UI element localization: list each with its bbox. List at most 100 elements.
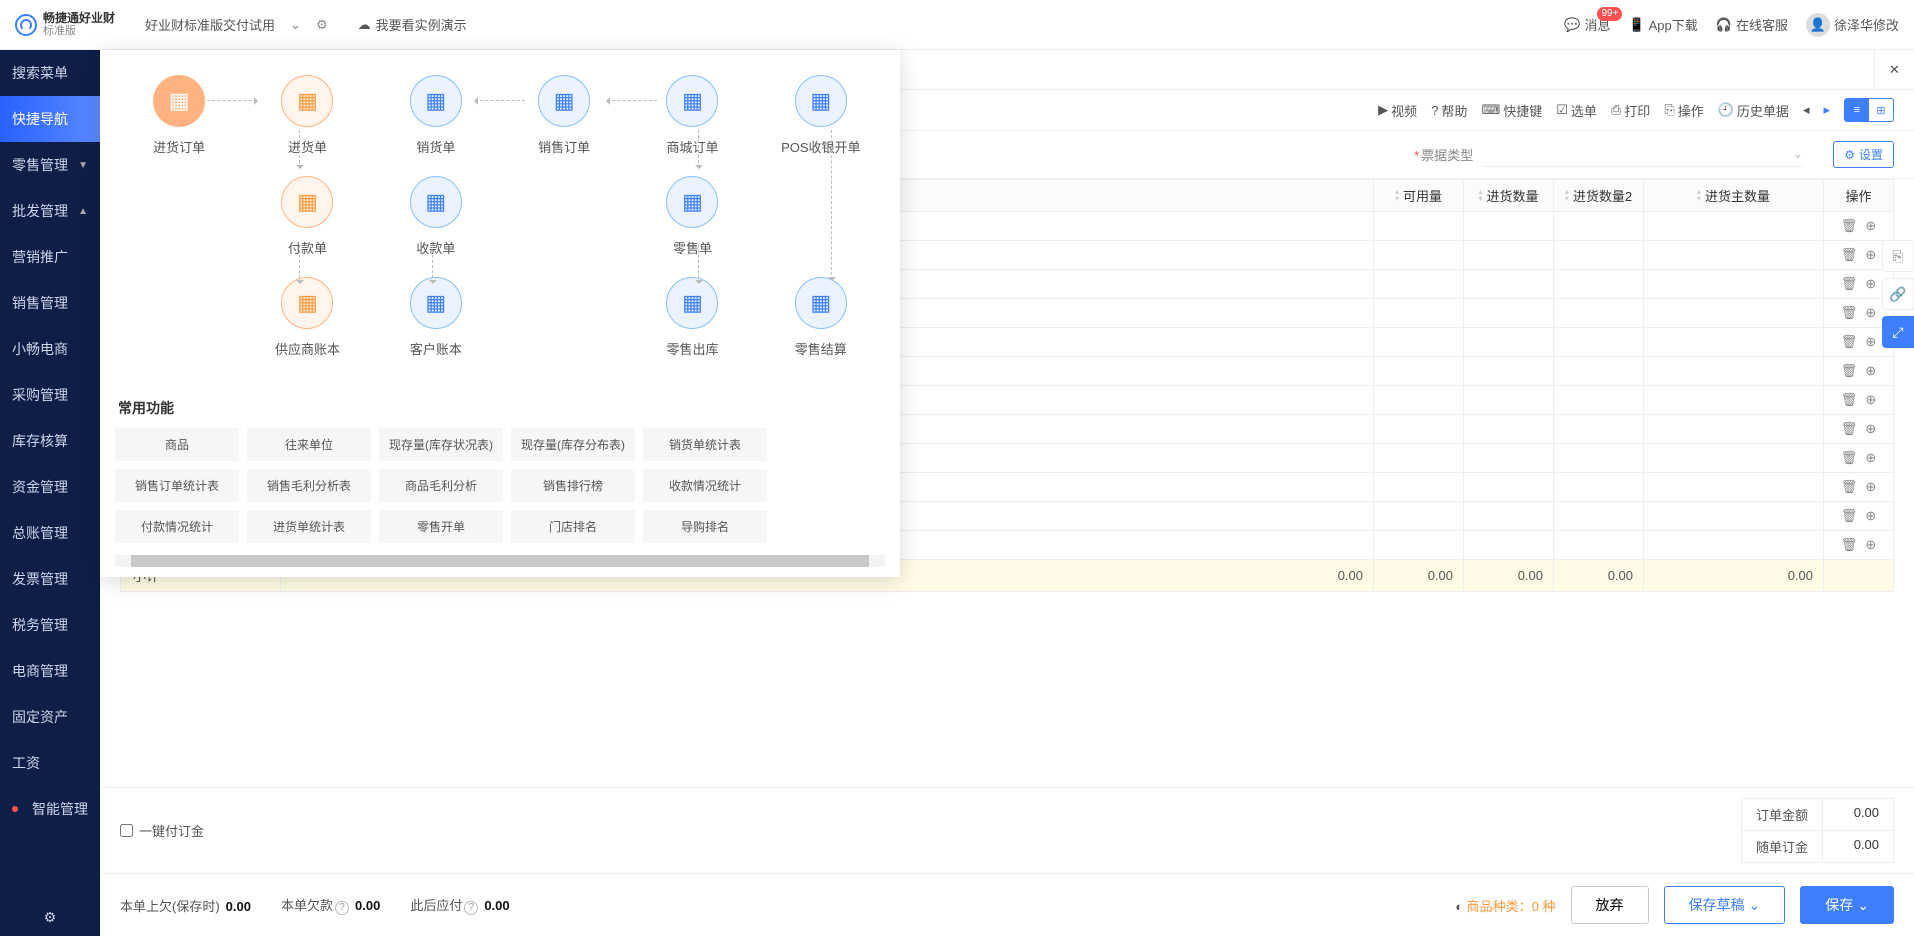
flow-node[interactable]: ▦ bbox=[666, 75, 718, 127]
sidebar-item[interactable]: 智能管理 bbox=[0, 786, 100, 832]
view-toggle[interactable]: ≡⊞ bbox=[1844, 98, 1894, 122]
col-header[interactable]: ▴▾进货数量2 bbox=[1554, 180, 1644, 212]
float-btn-1[interactable]: ⎘ bbox=[1882, 240, 1914, 272]
toolbar-item[interactable]: ☑选单 bbox=[1556, 101, 1597, 120]
delete-icon[interactable]: 🗑 bbox=[1841, 421, 1858, 437]
add-icon[interactable]: ⊕ bbox=[1865, 276, 1876, 292]
add-icon[interactable]: ⊕ bbox=[1865, 421, 1876, 437]
sidebar-item[interactable]: 工资 bbox=[0, 740, 100, 786]
sidebar-item[interactable]: 库存核算 bbox=[0, 418, 100, 464]
delete-icon[interactable]: 🗑 bbox=[1841, 479, 1858, 495]
bill-type-select[interactable]: ⌄ bbox=[1483, 142, 1803, 167]
sidebar-item[interactable]: 营销推广 bbox=[0, 234, 100, 280]
flow-node[interactable]: ▦ bbox=[153, 75, 205, 127]
delete-icon[interactable]: 🗑 bbox=[1841, 450, 1858, 466]
chip[interactable]: 门店排名 bbox=[511, 510, 635, 543]
next-icon[interactable]: ▸ bbox=[1823, 102, 1830, 118]
add-icon[interactable]: ⊕ bbox=[1865, 479, 1876, 495]
delete-icon[interactable]: 🗑 bbox=[1841, 247, 1858, 263]
add-icon[interactable]: ⊕ bbox=[1865, 450, 1876, 466]
chip[interactable]: 零售开单 bbox=[379, 510, 503, 543]
chip[interactable]: 收款情况统计 bbox=[643, 469, 767, 502]
settings-button[interactable]: ⚙ 设置 bbox=[1833, 141, 1894, 168]
delete-icon[interactable]: 🗑 bbox=[1841, 363, 1858, 379]
sidebar-item[interactable]: 批发管理▲ bbox=[0, 188, 100, 234]
sidebar-settings-icon[interactable]: ⚙ bbox=[44, 909, 57, 926]
save-button[interactable]: 保存 ⌄ bbox=[1800, 886, 1894, 924]
chip[interactable]: 导购排名 bbox=[643, 510, 767, 543]
chip[interactable]: 商品毛利分析 bbox=[379, 469, 503, 502]
sidebar-item[interactable]: 零售管理▼ bbox=[0, 142, 100, 188]
add-icon[interactable]: ⊕ bbox=[1865, 363, 1876, 379]
checkbox-input[interactable] bbox=[120, 824, 133, 837]
col-header[interactable]: ▴▾可用量 bbox=[1374, 180, 1464, 212]
chip[interactable]: 销货单统计表 bbox=[643, 428, 767, 461]
flow-node[interactable]: ▦ bbox=[795, 277, 847, 329]
sidebar-item[interactable]: 固定资产 bbox=[0, 694, 100, 740]
sidebar-item[interactable]: 税务管理 bbox=[0, 602, 100, 648]
delete-icon[interactable]: 🗑 bbox=[1841, 392, 1858, 408]
sidebar-item[interactable]: 快捷导航 bbox=[0, 96, 100, 142]
sidebar-item[interactable]: 电商管理 bbox=[0, 648, 100, 694]
chip[interactable]: 销售排行榜 bbox=[511, 469, 635, 502]
col-header[interactable]: 操作 bbox=[1824, 180, 1894, 212]
sidebar-item[interactable]: 发票管理 bbox=[0, 556, 100, 602]
chip[interactable]: 销售订单统计表 bbox=[115, 469, 239, 502]
chip[interactable]: 付款情况统计 bbox=[115, 510, 239, 543]
col-header[interactable]: ▴▾进货主数量 bbox=[1644, 180, 1824, 212]
toolbar-item[interactable]: ?帮助 bbox=[1431, 101, 1467, 120]
delete-icon[interactable]: 🗑 bbox=[1841, 537, 1858, 553]
add-icon[interactable]: ⊕ bbox=[1865, 305, 1876, 321]
support-button[interactable]: 🎧 在线客服 bbox=[1716, 15, 1788, 34]
flow-node[interactable]: ▦ bbox=[410, 75, 462, 127]
chip[interactable]: 销售毛利分析表 bbox=[247, 469, 371, 502]
flow-node[interactable]: ▦ bbox=[538, 75, 590, 127]
delete-icon[interactable]: 🗑 bbox=[1841, 276, 1858, 292]
toolbar-item[interactable]: ⎙打印 bbox=[1611, 101, 1650, 120]
gear-icon[interactable]: ⚙ bbox=[316, 17, 328, 33]
toolbar-item[interactable]: 🕘历史单据 bbox=[1718, 101, 1789, 120]
prev-icon[interactable]: ◂ bbox=[1803, 102, 1810, 118]
flow-node[interactable]: ▦ bbox=[410, 176, 462, 228]
sidebar-item[interactable]: 采购管理 bbox=[0, 372, 100, 418]
popover-scrollbar[interactable] bbox=[115, 555, 885, 567]
sidebar-item[interactable]: 总账管理 bbox=[0, 510, 100, 556]
chip[interactable]: 商品 bbox=[115, 428, 239, 461]
messages-button[interactable]: 💬 消息 99+ bbox=[1564, 15, 1610, 34]
delete-icon[interactable]: 🗑 bbox=[1841, 334, 1858, 350]
chip[interactable]: 现存量(库存状况表) bbox=[379, 428, 503, 461]
add-icon[interactable]: ⊕ bbox=[1865, 334, 1876, 350]
flow-node[interactable]: ▦ bbox=[281, 176, 333, 228]
add-icon[interactable]: ⊕ bbox=[1865, 508, 1876, 524]
add-icon[interactable]: ⊕ bbox=[1865, 247, 1876, 263]
flow-node[interactable]: ▦ bbox=[666, 176, 718, 228]
flow-node[interactable]: ▦ bbox=[795, 75, 847, 127]
save-draft-button[interactable]: 保存草稿 ⌄ bbox=[1664, 886, 1786, 924]
delete-icon[interactable]: 🗑 bbox=[1841, 305, 1858, 321]
flow-node[interactable]: ▦ bbox=[666, 277, 718, 329]
project-selector[interactable]: 好业财标准版交付试用 ⌄ ⚙ bbox=[145, 15, 328, 34]
add-icon[interactable]: ⊕ bbox=[1865, 537, 1876, 553]
flow-node[interactable]: ▦ bbox=[281, 75, 333, 127]
demo-link[interactable]: ☁ 我要看实例演示 bbox=[358, 15, 467, 34]
tabs-close-all[interactable]: ✕ bbox=[1874, 50, 1914, 90]
user-menu[interactable]: 👤 徐泽华修改 bbox=[1806, 13, 1899, 37]
sidebar-item[interactable]: 资金管理 bbox=[0, 464, 100, 510]
discard-button[interactable]: 放弃 bbox=[1571, 886, 1649, 924]
toolbar-item[interactable]: ▶视频 bbox=[1378, 101, 1417, 120]
chip[interactable]: 往来单位 bbox=[247, 428, 371, 461]
deposit-checkbox[interactable]: 一键付订金 bbox=[120, 821, 204, 840]
sidebar-item[interactable]: 搜索菜单 bbox=[0, 50, 100, 96]
chip[interactable]: 进货单统计表 bbox=[247, 510, 371, 543]
sidebar-item[interactable]: 销售管理 bbox=[0, 280, 100, 326]
app-download-button[interactable]: 📱 App下载 bbox=[1628, 15, 1697, 34]
col-header[interactable]: ▴▾进货数量 bbox=[1464, 180, 1554, 212]
delete-icon[interactable]: 🗑 bbox=[1841, 218, 1858, 234]
toolbar-item[interactable]: ⎘操作 bbox=[1664, 101, 1703, 120]
float-btn-2[interactable]: 🔗 bbox=[1882, 278, 1914, 310]
chip[interactable]: 现存量(库存分布表) bbox=[511, 428, 635, 461]
float-btn-3[interactable]: ⤢ bbox=[1882, 316, 1914, 348]
flow-node[interactable]: ▦ bbox=[281, 277, 333, 329]
add-icon[interactable]: ⊕ bbox=[1865, 218, 1876, 234]
sidebar-item[interactable]: 小畅电商 bbox=[0, 326, 100, 372]
